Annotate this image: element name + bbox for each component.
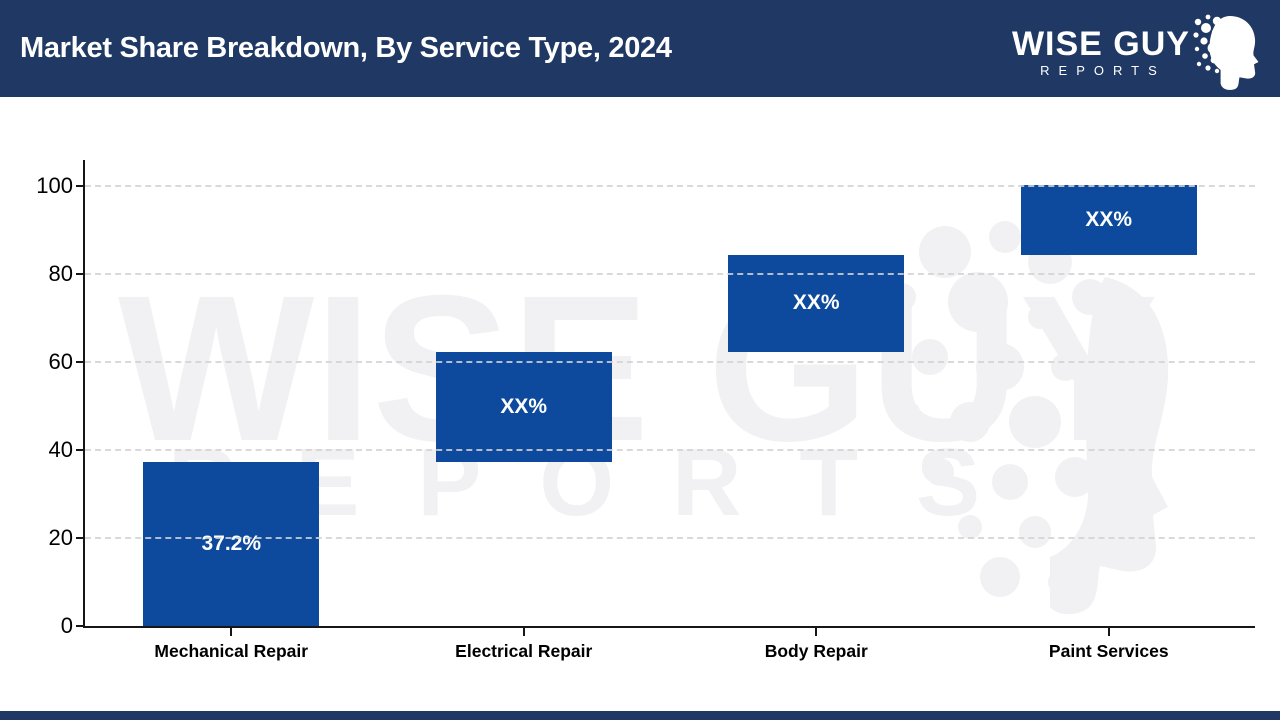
y-tick-mark-40 (76, 449, 85, 451)
bar-value-label: XX% (792, 291, 840, 315)
bar-electrical-repair: XX% (435, 351, 612, 463)
watermark-text-line1: WISE GUY (118, 253, 1159, 485)
y-tick-label-100: 100 (36, 173, 73, 198)
page-title: Market Share Breakdown, By Service Type,… (20, 32, 672, 64)
brand-name: WISE GUY (1011, 24, 1190, 63)
bar-body-repair: XX% (728, 254, 905, 352)
brand-logo-text: WISE GUY REPORTS (1012, 27, 1190, 77)
brand-logo: WISE GUY REPORTS (1012, 8, 1266, 95)
y-axis (83, 160, 85, 628)
y-tick-label-0: 0 (60, 613, 73, 638)
face-profile-icon (1184, 8, 1266, 95)
bar-value-label: XX% (1085, 207, 1133, 231)
y-tick-mark-0 (76, 625, 85, 627)
gridline-y-40 (85, 449, 1255, 451)
x-tick-mark-2 (815, 627, 818, 636)
chart-canvas: WISE GUY REPORTS (0, 97, 1280, 711)
header-bar: Market Share Breakdown, By Service Type,… (0, 0, 1280, 97)
gridline-y-60 (85, 361, 1255, 363)
y-tick-label-20: 20 (48, 525, 73, 550)
y-tick-mark-100 (76, 185, 85, 187)
y-tick-mark-60 (76, 361, 85, 363)
x-category-label-1: Electrical Repair (455, 641, 593, 661)
bar-value-label: 37.2% (201, 532, 262, 556)
x-category-label-3: Paint Services (1048, 641, 1169, 661)
bar-value-label: XX% (500, 395, 548, 419)
x-category-label-2: Body Repair (764, 641, 868, 661)
footer-bar (0, 711, 1280, 720)
y-tick-label-40: 40 (48, 437, 73, 462)
y-tick-mark-80 (76, 273, 85, 275)
y-tick-mark-20 (76, 537, 85, 539)
bar-mechanical-repair: 37.2% (143, 462, 320, 626)
gridline-y-20 (85, 537, 1255, 539)
bar-paint-services: XX% (1020, 185, 1197, 255)
gridline-y-80 (85, 273, 1255, 275)
x-tick-mark-0 (230, 627, 233, 636)
x-category-label-0: Mechanical Repair (154, 641, 309, 661)
y-tick-label-80: 80 (48, 261, 73, 286)
x-tick-mark-3 (1107, 627, 1110, 636)
x-axis (83, 626, 1255, 628)
gridline-y-100 (85, 185, 1255, 187)
y-tick-label-60: 60 (48, 349, 73, 374)
x-tick-mark-1 (522, 627, 525, 636)
brand-subname: REPORTS (1040, 62, 1166, 78)
